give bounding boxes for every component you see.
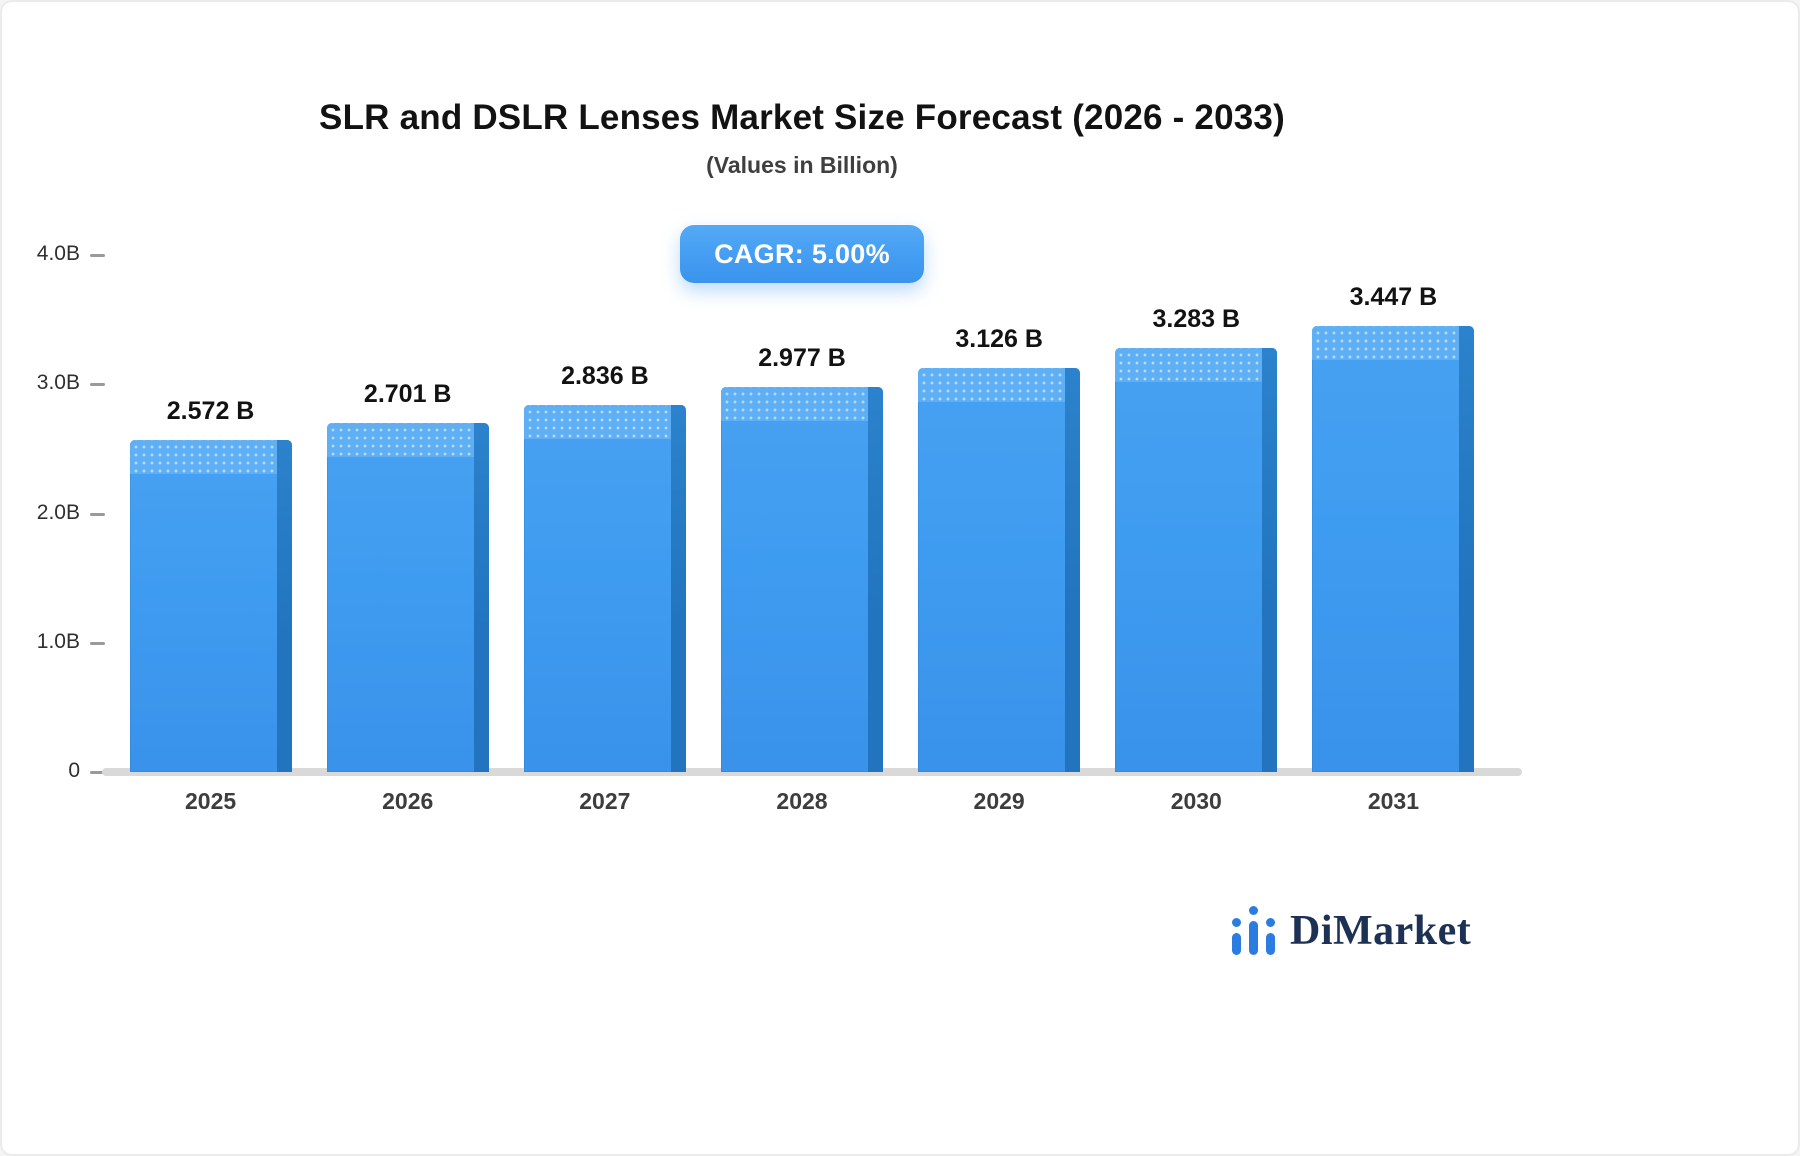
bar-2026: 2.701 B — [326, 380, 489, 772]
bar-side-shade — [276, 440, 292, 772]
bar-top-texture — [720, 387, 868, 421]
x-axis-label: 2029 — [973, 788, 1025, 814]
page-subtitle: (Values in Billion) — [706, 152, 898, 178]
bar-top-texture — [129, 440, 277, 474]
bar-top-texture — [1312, 326, 1460, 360]
bar-side-shade — [867, 387, 883, 772]
bar-value-label: 3.447 B — [1349, 283, 1438, 311]
cagr-badge: CAGR: 5.00% — [680, 225, 924, 283]
bar-side-shade — [1065, 368, 1081, 772]
bar-value-label: 3.283 B — [1152, 305, 1241, 333]
bar-2029: 3.126 B — [918, 325, 1081, 772]
x-axis-label: 2027 — [579, 788, 631, 814]
bar-top-texture — [1115, 348, 1263, 382]
bar-value-label: 2.572 B — [166, 397, 255, 425]
y-axis-label: 0 — [68, 759, 80, 782]
x-axis: 2025 2026 2027 2028 2029 2030 2031 — [112, 788, 1492, 828]
x-axis-label: 2028 — [776, 788, 828, 814]
bar-side-shade — [1459, 326, 1475, 772]
y-axis-tick — [90, 512, 105, 516]
x-axis-label: 2025 — [184, 788, 237, 814]
y-axis-tick — [90, 641, 105, 645]
bar-top-texture — [523, 405, 671, 439]
y-axis-tick — [90, 383, 105, 387]
dimarket-logo: DiMarket — [1230, 905, 1471, 957]
bar-value-label: 3.126 B — [955, 325, 1043, 353]
bar-slot: 2.977 B — [703, 255, 900, 772]
bar-slot: 2.836 B — [506, 255, 703, 772]
bar-value-label: 2.836 B — [561, 362, 649, 390]
bar-value-label: 2.977 B — [758, 344, 846, 372]
y-axis-label: 4.0B — [36, 242, 80, 265]
bar-2030: 3.283 B — [1115, 305, 1278, 772]
bar-top-texture — [918, 368, 1066, 402]
bar-side-shade — [1262, 348, 1278, 772]
x-axis-label: 2031 — [1367, 788, 1419, 814]
bar-slot: 2.701 B — [309, 255, 506, 772]
bar-slot: 3.447 B — [1295, 255, 1492, 772]
bar-2027: 2.836 B — [523, 362, 686, 772]
bar-slot: 2.572 B — [112, 255, 309, 772]
bar-side-shade — [670, 405, 686, 772]
y-axis-label: 3.0B — [36, 371, 80, 395]
x-axis-label: 2030 — [1170, 788, 1222, 814]
x-axis-baseline — [102, 768, 1522, 776]
bar-2028: 2.977 B — [720, 344, 883, 772]
bar-value-label: 2.701 B — [363, 380, 452, 408]
y-axis-label: 1.0B — [36, 629, 80, 653]
y-axis: 4.0B 3.0B 2.0B 1.0B 0 — [2, 2, 112, 1154]
y-axis-tick — [90, 771, 105, 774]
bar-2025: 2.572 B — [129, 397, 292, 772]
logo-text: DiMarket — [1290, 908, 1472, 954]
bar-slot: 3.126 B — [901, 255, 1098, 772]
bar-top-texture — [326, 423, 474, 457]
bar-slot: 3.283 B — [1098, 255, 1295, 772]
page-title: SLR and DSLR Lenses Market Size Forecast… — [319, 98, 1285, 137]
plot-area: 2.572 B 2.701 B 2.836 B 2.977 B 3.126 B 3.283… — [112, 255, 1492, 772]
y-axis-tick — [90, 254, 105, 257]
y-axis-label: 2.0B — [36, 500, 80, 524]
x-axis-label: 2026 — [382, 788, 434, 814]
mini-bar-chart-icon — [1230, 905, 1278, 957]
bar-2031: 3.447 B — [1312, 283, 1475, 772]
bar-side-shade — [473, 423, 489, 772]
